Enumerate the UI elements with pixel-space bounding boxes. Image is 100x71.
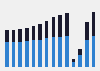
Bar [38, 24, 42, 40]
Bar [92, 36, 95, 67]
Bar [45, 38, 48, 67]
Bar [12, 30, 15, 42]
Bar [65, 13, 68, 36]
Bar [5, 42, 8, 67]
Bar [32, 40, 35, 67]
Bar [45, 21, 48, 38]
Bar [38, 40, 42, 67]
Bar [5, 30, 8, 42]
Bar [85, 40, 88, 67]
Bar [18, 29, 22, 42]
Bar [65, 36, 68, 67]
Bar [25, 41, 28, 67]
Bar [78, 55, 82, 67]
Bar [85, 22, 88, 40]
Bar [58, 37, 62, 67]
Bar [32, 26, 35, 40]
Bar [72, 59, 75, 62]
Bar [25, 28, 28, 41]
Bar [12, 42, 15, 67]
Bar [52, 17, 55, 37]
Bar [72, 62, 75, 67]
Bar [52, 37, 55, 67]
Bar [58, 15, 62, 37]
Bar [92, 12, 95, 36]
Bar [78, 49, 82, 55]
Bar [18, 42, 22, 67]
